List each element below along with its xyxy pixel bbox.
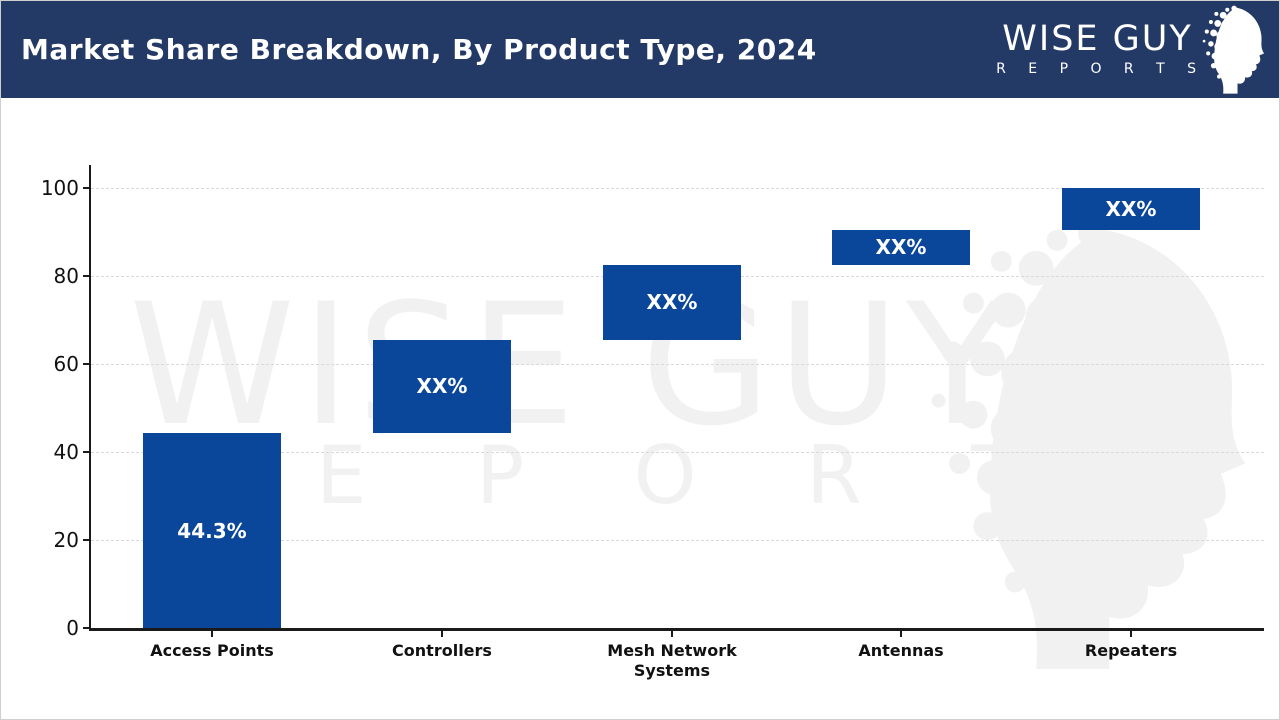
header-bar: Market Share Breakdown, By Product Type,…	[1, 1, 1279, 98]
chart-area: WISE GUY R E P O R T S	[1, 98, 1279, 719]
logo-reports-text: R E P O R T S	[996, 61, 1205, 77]
logo-wordmark: WISE GUY R E P O R T S	[990, 19, 1205, 78]
watermark-wiseguy-text: WISE GUY	[129, 267, 1015, 463]
logo-wiseguy-text: WISE GUY	[1002, 19, 1193, 59]
brand-logo: WISE GUY R E P O R T S	[990, 1, 1271, 98]
page-title: Market Share Breakdown, By Product Type,…	[21, 33, 817, 66]
watermark-head-icon	[931, 219, 1246, 670]
